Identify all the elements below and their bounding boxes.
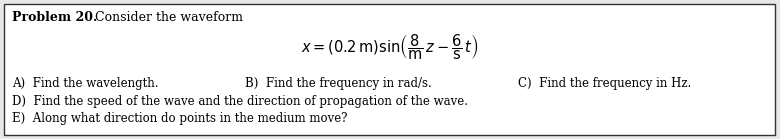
Text: B)  Find the frequency in rad/s.: B) Find the frequency in rad/s. xyxy=(245,77,432,90)
Text: D)  Find the speed of the wave and the direction of propagation of the wave.: D) Find the speed of the wave and the di… xyxy=(12,95,468,108)
Text: A)  Find the wavelength.: A) Find the wavelength. xyxy=(12,77,158,90)
Text: Problem 20.: Problem 20. xyxy=(12,11,98,24)
Text: C)  Find the frequency in Hz.: C) Find the frequency in Hz. xyxy=(518,77,691,90)
Text: $x = (0.2\,\mathrm{m})\sin\!\left(\dfrac{8}{\mathrm{m}}\,z - \dfrac{6}{\mathrm{s: $x = (0.2\,\mathrm{m})\sin\!\left(\dfrac… xyxy=(301,32,479,62)
Text: Consider the waveform: Consider the waveform xyxy=(87,11,243,24)
Text: E)  Along what direction do points in the medium move?: E) Along what direction do points in the… xyxy=(12,112,348,125)
